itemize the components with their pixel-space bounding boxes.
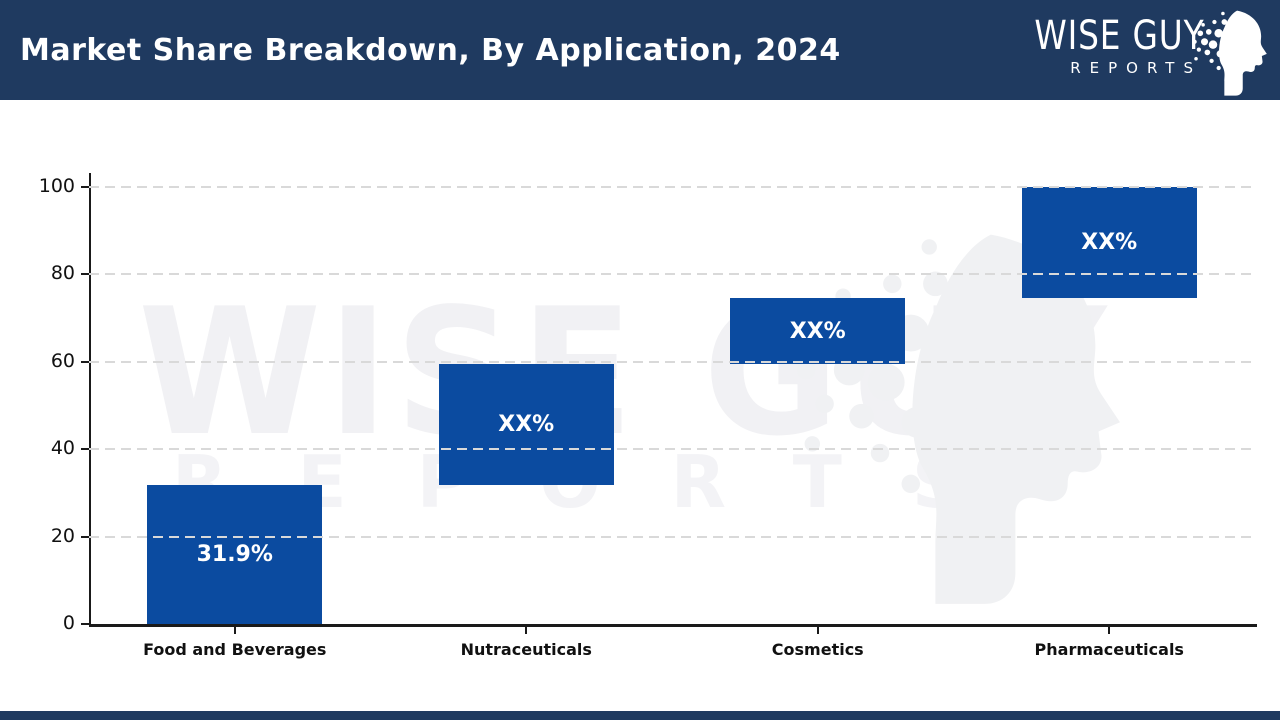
bar-1: 31.9% [147, 484, 323, 624]
y-axis-tick-mark [81, 448, 89, 451]
y-axis-tick-label: 100 [38, 174, 75, 197]
bar-value-label: XX% [789, 318, 846, 344]
logo-text: WISE GUY REPORTS [997, 16, 1204, 77]
logo-text-primary: WISE GUY [1033, 13, 1204, 59]
footer-bar [0, 711, 1280, 720]
bar-4: XX% [1021, 186, 1197, 299]
gridline [89, 360, 1255, 363]
x-category-label: Cosmetics [771, 640, 864, 659]
bar-2: XX% [438, 363, 614, 485]
y-axis-tick-label: 20 [50, 524, 75, 547]
x-category-label: Nutraceuticals [460, 640, 592, 659]
x-axis-tick-mark [525, 626, 528, 634]
y-axis-tick-mark [81, 360, 89, 363]
header: Market Share Breakdown, By Application, … [0, 0, 1280, 100]
x-category-label: Food and Beverages [143, 640, 327, 659]
gridline [89, 535, 1255, 538]
x-axis-tick-mark [233, 626, 236, 634]
gridline [89, 273, 1255, 276]
bar-value-label: XX% [498, 411, 555, 437]
y-axis-tick-mark [81, 185, 89, 188]
logo: WISE GUY REPORTS [980, 0, 1280, 100]
wise-guy-head-icon [1192, 10, 1267, 96]
logo-text-secondary: REPORTS [1070, 59, 1202, 77]
y-axis-tick-label: 40 [50, 437, 75, 460]
chart-area: 0 20 40 60 80 100 31.9% Food and Beverages XX% Nu… [0, 100, 1280, 712]
bar-3: XX% [730, 298, 906, 364]
page-title: Market Share Breakdown, By Application, … [20, 32, 841, 68]
gridline [89, 185, 1255, 188]
bar-value-label: XX% [1081, 230, 1138, 256]
y-axis-tick-mark [81, 535, 89, 538]
y-axis-tick-label: 0 [62, 612, 75, 634]
x-axis-tick-mark [1108, 626, 1111, 634]
x-category-label: Pharmaceuticals [1034, 640, 1184, 659]
plot-area [89, 173, 1257, 627]
x-axis-tick-mark [816, 626, 819, 634]
gridline [89, 448, 1255, 451]
y-axis-tick-mark [81, 623, 89, 625]
y-axis-tick-label: 80 [50, 262, 75, 285]
bar-value-label: 31.9% [196, 541, 273, 567]
y-axis-tick-mark [81, 273, 89, 276]
y-axis-tick-label: 60 [50, 349, 75, 372]
